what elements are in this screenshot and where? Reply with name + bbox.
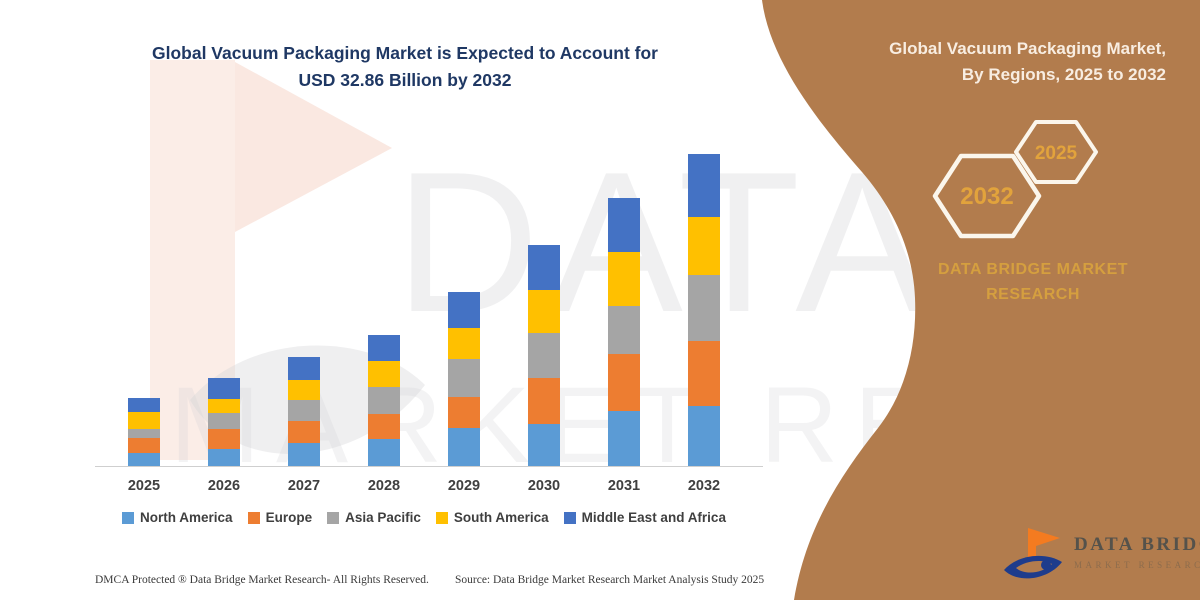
- bar-segment-south-america-2032: [688, 217, 720, 276]
- hexagon-2032-label: 2032: [960, 183, 1013, 210]
- bar-segment-north-america-2027: [288, 443, 320, 466]
- logo-flag-icon: [1028, 528, 1060, 564]
- x-axis-label-2028: 2028: [367, 478, 401, 494]
- bar-segment-asia-pacific-2031: [608, 305, 640, 355]
- chart-title-line1: Global Vacuum Packaging Market is Expect…: [151, 43, 658, 63]
- bar-segment-south-america-2030: [528, 289, 560, 334]
- bar-segment-europe-2032: [688, 340, 720, 407]
- bar-segment-north-america-2025: [128, 452, 160, 466]
- x-axis-label-2027: 2027: [287, 478, 321, 494]
- side-panel-title: Global Vacuum Packaging Market, By Regio…: [796, 36, 1166, 89]
- logo-subtext: MARKET RESEARCH: [1074, 560, 1200, 570]
- x-axis-label-2031: 2031: [607, 478, 641, 494]
- bar-segment-north-america-2030: [528, 424, 560, 466]
- bar-segment-middle-east-and-africa-2030: [528, 244, 560, 290]
- bar-segment-asia-pacific-2032: [688, 275, 720, 341]
- bar-segment-south-america-2028: [368, 360, 400, 388]
- brand-text-line2: RESEARCH: [986, 285, 1080, 303]
- bar-segment-middle-east-and-africa-2026: [208, 377, 240, 399]
- bar-segment-middle-east-and-africa-2031: [608, 197, 640, 252]
- bar-segment-south-america-2026: [208, 398, 240, 413]
- x-axis-line: [95, 466, 763, 467]
- bar-segment-south-america-2027: [288, 379, 320, 400]
- legend-swatch: [435, 511, 448, 524]
- bar-segment-middle-east-and-africa-2025: [128, 397, 160, 412]
- x-axis-label-2032: 2032: [687, 478, 721, 494]
- side-panel-title-line1: Global Vacuum Packaging Market,: [889, 39, 1166, 58]
- bar-segment-north-america-2031: [608, 410, 640, 466]
- legend-item-north-america: North America: [122, 510, 233, 525]
- bar-segment-north-america-2029: [448, 428, 480, 466]
- bar-segment-europe-2027: [288, 421, 320, 444]
- logo-wordmark: DATA BRIDGE: [1074, 534, 1200, 555]
- legend-label: North America: [140, 510, 233, 525]
- hexagon-2032-outline: [932, 153, 1042, 239]
- x-axis-label-2025: 2025: [127, 478, 161, 494]
- legend-label: South America: [453, 510, 549, 525]
- bar-segment-south-america-2031: [608, 251, 640, 306]
- side-panel-shape: [762, 0, 1200, 600]
- brand-text: DATA BRIDGE MARKET RESEARCH: [888, 258, 1178, 308]
- bar-segment-north-america-2026: [208, 448, 240, 466]
- logo-text-column: DATA BRIDGE MARKET RESEARCH: [1074, 534, 1200, 570]
- bar-segment-south-america-2029: [448, 327, 480, 359]
- bar-segment-north-america-2028: [368, 439, 400, 466]
- bar-segment-south-america-2025: [128, 411, 160, 430]
- dbmr-logo-mark: [1004, 528, 1062, 579]
- legend-item-europe: Europe: [247, 510, 313, 525]
- bar-segment-north-america-2032: [688, 406, 720, 466]
- bar-segment-asia-pacific-2025: [128, 429, 160, 438]
- hexagon-2025-label: 2025: [1035, 143, 1078, 164]
- hexagon-2025-outline: [1014, 120, 1098, 184]
- side-panel-title-line2: By Regions, 2025 to 2032: [961, 65, 1166, 85]
- bar-segment-asia-pacific-2026: [208, 412, 240, 430]
- legend-label: Middle East and Africa: [581, 510, 726, 525]
- bar-segment-europe-2029: [448, 396, 480, 429]
- x-axis-label-2030: 2030: [527, 478, 561, 494]
- chart-legend: North America Europe Asia Pacific South Ame…: [88, 510, 760, 525]
- x-axis-label-2026: 2026: [207, 478, 241, 494]
- bar-segment-asia-pacific-2029: [448, 358, 480, 397]
- legend-item-middle-east-and-africa: Middle East and Africa: [563, 510, 726, 525]
- bar-segment-europe-2031: [608, 354, 640, 411]
- legend-swatch: [327, 511, 340, 524]
- legend-swatch: [122, 511, 135, 524]
- x-axis-label-2029: 2029: [447, 478, 481, 494]
- bar-segment-europe-2026: [208, 429, 240, 449]
- dbmr-logo: DATA BRIDGE MARKET RESEARCH: [1002, 524, 1200, 590]
- bar-segment-middle-east-and-africa-2028: [368, 335, 400, 361]
- legend-item-south-america: South America: [435, 510, 549, 525]
- logo-eye-pupil: [1041, 560, 1051, 570]
- bar-segment-asia-pacific-2027: [288, 399, 320, 422]
- bar-segment-europe-2030: [528, 377, 560, 425]
- legend-label: Asia Pacific: [345, 510, 421, 525]
- brand-text-line1: DATA BRIDGE MARKET: [937, 261, 1129, 278]
- bar-segment-middle-east-and-africa-2027: [288, 356, 320, 380]
- bar-segment-middle-east-and-africa-2032: [688, 153, 720, 218]
- footer-copyright: DMCA Protected ® Data Bridge Market Rese…: [95, 574, 429, 586]
- legend-swatch: [247, 511, 260, 524]
- bar-segment-europe-2028: [368, 413, 400, 440]
- bar-segment-asia-pacific-2028: [368, 387, 400, 414]
- footer-source: Source: Data Bridge Market Research Mark…: [455, 574, 765, 586]
- bar-segment-europe-2025: [128, 437, 160, 453]
- legend-label: Europe: [265, 510, 313, 525]
- bar-segment-asia-pacific-2030: [528, 333, 560, 378]
- legend-swatch: [563, 511, 576, 524]
- legend-item-asia-pacific: Asia Pacific: [327, 510, 421, 525]
- bar-segment-middle-east-and-africa-2029: [448, 292, 480, 328]
